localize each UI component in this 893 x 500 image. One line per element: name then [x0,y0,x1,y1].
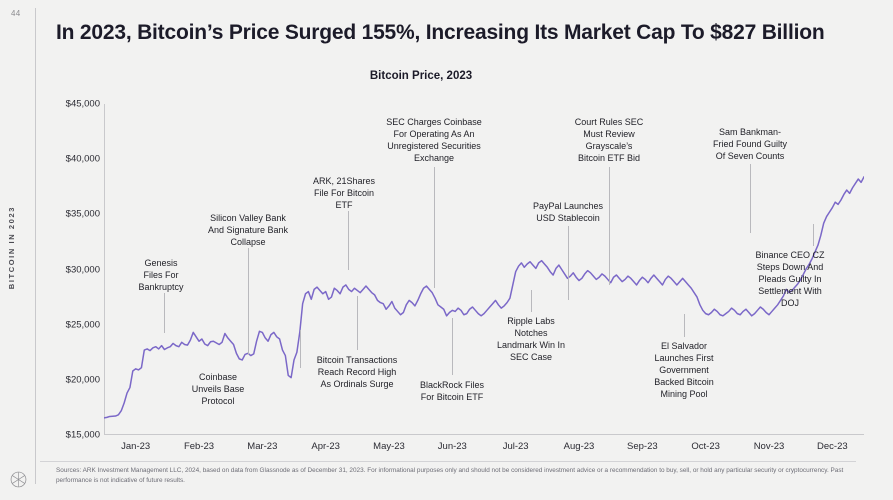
chart-plot-area [104,104,864,435]
annotation-leader-line [434,167,435,288]
price-line [104,176,864,419]
annotation-ripple: Ripple Labs Notches Landmark Win In SEC … [496,316,566,362]
x-axis: Jan-23 Feb-23 Mar-23 Apr-23 May-23 Jun-23 Jul-… [104,441,864,457]
y-axis-tick: $45,000 [65,98,100,110]
annotation-leader-line [452,318,453,375]
x-axis-tick: Mar-23 [247,441,278,452]
y-axis-tick: $40,000 [65,153,100,165]
x-axis-tick: Sep-23 [627,441,658,452]
annotation-leader-line [531,290,532,312]
y-axis-tick: $35,000 [65,208,100,220]
x-axis-tick: May-23 [373,441,405,452]
x-axis-tick: Oct-23 [691,441,720,452]
x-axis-tick: Nov-23 [753,441,785,452]
x-axis-tick: Jul-23 [502,441,529,452]
y-axis: $45,000 $40,000 $35,000 $30,000 $25,000 $20,0… [40,99,100,441]
annotation-leader-line [609,167,610,285]
annotation-svb: Silicon Valley Bank And Signature Bank C… [207,213,289,247]
annotation-leader-line [300,330,301,368]
page-title: In 2023, Bitcoin’s Price Surged 155%, In… [56,21,825,44]
left-rail: 44 BITCOIN IN 2023 [0,0,36,500]
annotation-leader-line [248,248,249,355]
y-axis-tick: $15,000 [65,429,100,441]
annotation-leader-line [813,224,814,246]
y-axis-tick: $20,000 [65,374,100,386]
annotation-el-salvador: El Salvador Launches First Government Ba… [654,341,714,399]
annotation-court-sec: Court Rules SEC Must Review Grayscale’s … [574,117,644,163]
x-axis-tick: Jan-23 [121,441,151,452]
annotation-btc-ordinals: Bitcoin Transactions Reach Record High A… [316,355,398,389]
page-number: 44 [11,9,21,18]
section-label: BITCOIN IN 2023 [7,206,16,290]
ark-invest-logo [10,471,27,488]
annotation-sbf: Sam Bankman- Fried Found Guilty Of Seven… [712,127,788,161]
annotation-leader-line [348,211,349,270]
x-axis-tick: Jun-23 [437,441,467,452]
x-axis-tick: Aug-23 [563,441,595,452]
annotation-paypal: PayPal Launches USD Stablecoin [532,201,604,223]
annotation-binance-cz: Binance CEO CZ Steps Down And Pleads Gui… [755,250,825,308]
x-axis-tick: Feb-23 [183,441,215,452]
x-axis-tick: Dec-23 [817,441,848,452]
bitcoin-price-line-chart [104,104,864,435]
annotation-sec-coinbase: SEC Charges Coinbase For Operating As An… [386,117,482,163]
sources-note: Sources: ARK Investment Management LLC, … [56,467,844,484]
annotation-ark21shares: ARK, 21Shares File For Bitcoin ETF [312,176,376,210]
annotation-coinbase-base: Coinbase Unveils Base Protocol [191,372,245,406]
annotation-leader-line [164,293,165,333]
chart-subtitle: Bitcoin Price, 2023 [369,70,473,82]
y-axis-tick: $30,000 [65,264,100,275]
annotation-leader-line [750,164,751,233]
rail-divider [35,8,36,484]
x-axis-tick: Apr-23 [311,441,340,452]
y-axis-tick: $25,000 [65,319,100,331]
annotation-leader-line [684,314,685,337]
annotation-leader-line [568,226,569,300]
annotation-genesis: Genesis Files For Bankruptcy [138,258,184,292]
footer-divider [40,461,856,462]
annotation-blackrock: BlackRock Files For Bitcoin ETF [419,380,485,402]
annotation-leader-line [357,296,358,350]
